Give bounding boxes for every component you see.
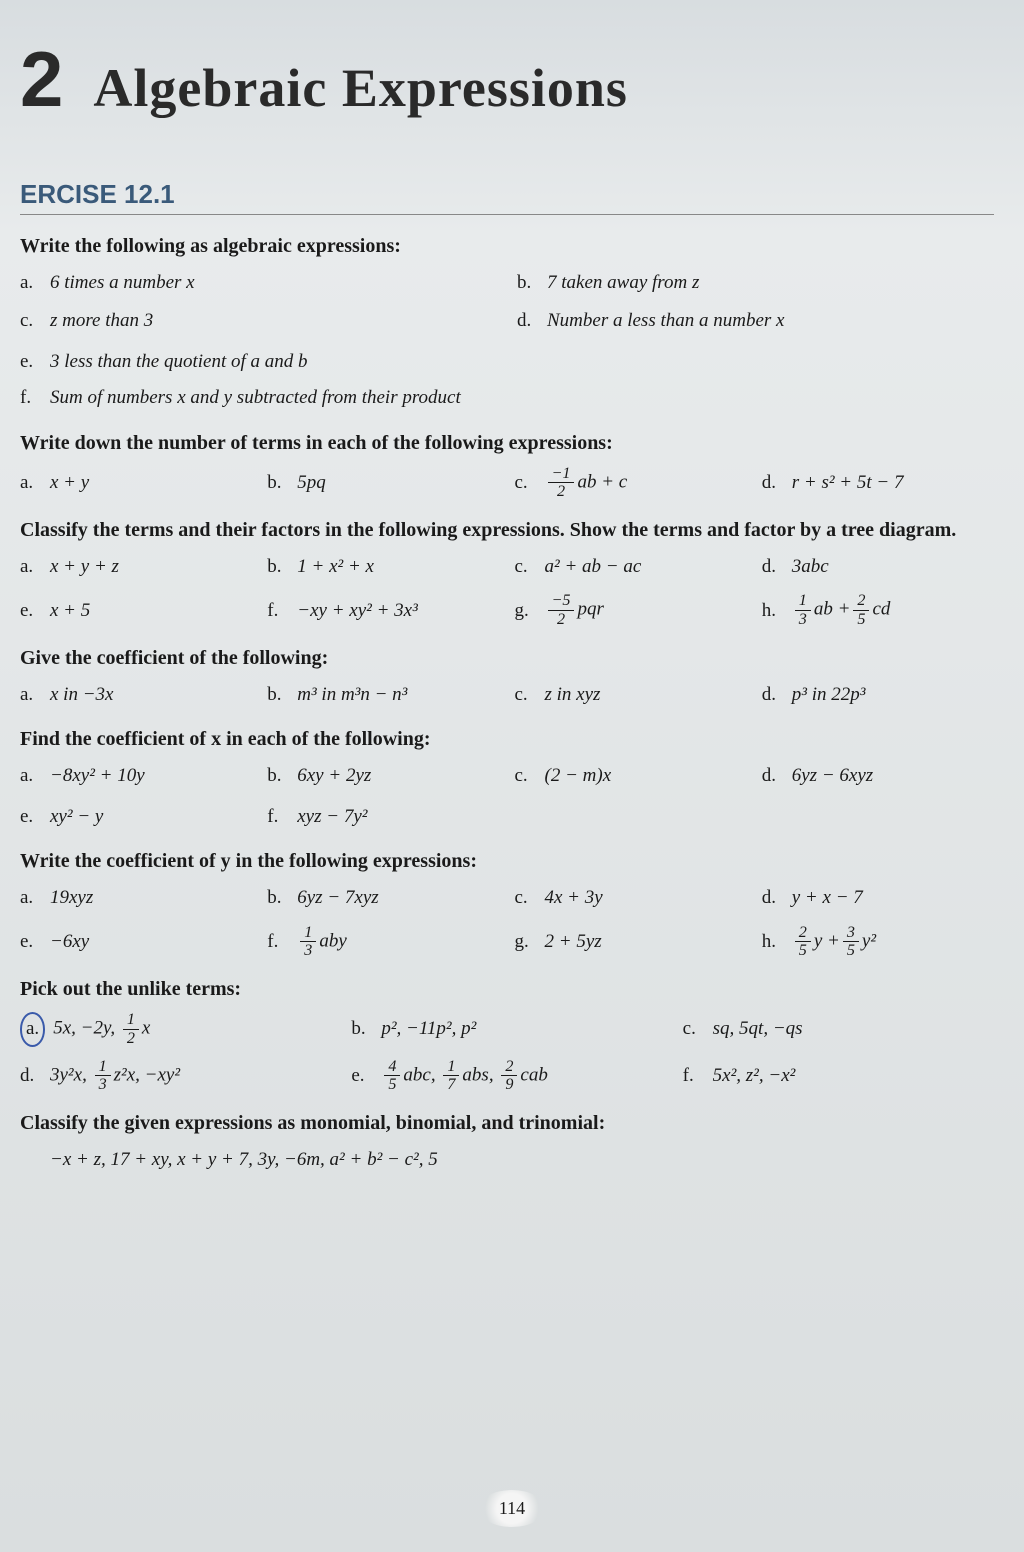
q7-e: e.45abc, 17abs, 29cab: [351, 1058, 662, 1095]
q5-e: e.xy² − y: [20, 802, 252, 832]
q5-f: f.xyz − 7y²: [267, 802, 499, 832]
q3-e: e.x + 5: [20, 596, 252, 626]
q3-items: a.x + y + z b.1 + x² + x c.a² + ab − ac …: [20, 552, 994, 629]
q5-instruction: Find the coefficient of x in each of the…: [20, 728, 994, 751]
q5-d: d.6yz − 6xyz: [762, 761, 994, 791]
q4-a: a.x in −3x: [20, 680, 252, 710]
q5-a: a.−8xy² + 10y: [20, 761, 252, 791]
q5-b: b.6xy + 2yz: [267, 761, 499, 791]
q6-instruction: Write the coefficient of y in the follow…: [20, 850, 994, 873]
q4-b: b.m³ in m³n − n³: [267, 680, 499, 710]
q6-items: a.19xyz b.6yz − 7xyz c.4x + 3y d.y + x −…: [20, 883, 994, 960]
q1-items: a.6 times a number x b.7 taken away from…: [20, 268, 994, 337]
q6-e: e.−6xy: [20, 927, 252, 957]
q3-d: d.3abc: [762, 552, 994, 582]
q7-instruction: Pick out the unlike terms:: [20, 978, 994, 1001]
q5-items: a.−8xy² + 10y b.6xy + 2yz c.(2 − m)x d.6…: [20, 761, 994, 832]
q3-f: f.−xy + xy² + 3x³: [267, 596, 499, 626]
q1-a: a.6 times a number x: [20, 268, 497, 298]
q1-e: e.3 less than the quotient of a and b: [20, 347, 994, 377]
q4-c: c.z in xyz: [515, 680, 747, 710]
q7-items: a.5x, −2y, 12x b.p², −11p², p² c.sq, 5qt…: [20, 1011, 994, 1094]
q6-f: f.13aby: [267, 924, 499, 961]
q4-items: a.x in −3x b.m³ in m³n − n³ c.z in xyz d…: [20, 680, 994, 710]
q6-g: g.2 + 5yz: [515, 927, 747, 957]
q8-instruction: Classify the given expressions as monomi…: [20, 1112, 994, 1135]
q6-c: c.4x + 3y: [515, 883, 747, 913]
q6-h: h.25y +35y²: [762, 924, 994, 961]
q7-a: a.5x, −2y, 12x: [20, 1011, 331, 1048]
q3-a: a.x + y + z: [20, 552, 252, 582]
page-number: 114: [479, 1490, 545, 1527]
exercise-heading: ERCISE 12.1: [20, 179, 994, 215]
q2-instruction: Write down the number of terms in each o…: [20, 432, 994, 455]
q5-c: c.(2 − m)x: [515, 761, 747, 791]
q2-b: b.5pq: [267, 468, 499, 498]
q7-f: f.5x², z², −x²: [683, 1058, 994, 1095]
q6-a: a.19xyz: [20, 883, 252, 913]
q1-c: c.z more than 3: [20, 306, 497, 336]
q1-instruction: Write the following as algebraic express…: [20, 235, 994, 258]
q3-h: h.13ab +25cd: [762, 592, 994, 629]
q6-b: b.6yz − 7xyz: [267, 883, 499, 913]
q7-c: c.sq, 5qt, −qs: [683, 1011, 994, 1048]
q2-a: a.x + y: [20, 468, 252, 498]
q4-instruction: Give the coefficient of the following:: [20, 647, 994, 670]
q2-c: c.−12ab + c: [515, 465, 747, 502]
chapter-number: 2: [20, 40, 63, 118]
chapter-title: Algebraic Expressions: [93, 57, 628, 119]
q3-g: g.−52pqr: [515, 592, 747, 629]
q6-d: d.y + x − 7: [762, 883, 994, 913]
q4-d: d.p³ in 22p³: [762, 680, 994, 710]
q2-items: a.x + y b.5pq c.−12ab + c d.r + s² + 5t …: [20, 465, 994, 502]
q8-line: −x + z, 17 + xy, x + y + 7, 3y, −6m, a² …: [20, 1145, 994, 1175]
q2-d: d.r + s² + 5t − 7: [762, 468, 994, 498]
q7-d: d.3y²x, 13z²x, −xy²: [20, 1058, 331, 1095]
q1-f: f.Sum of numbers x and y subtracted from…: [20, 383, 994, 413]
q1-d: d.Number a less than a number x: [517, 306, 994, 336]
q1-b: b.7 taken away from z: [517, 268, 994, 298]
q3-b: b.1 + x² + x: [267, 552, 499, 582]
q3-c: c.a² + ab − ac: [515, 552, 747, 582]
q3-instruction: Classify the terms and their factors in …: [20, 519, 994, 542]
chapter-header: 2 Algebraic Expressions: [20, 40, 994, 119]
q7-b: b.p², −11p², p²: [351, 1011, 662, 1048]
